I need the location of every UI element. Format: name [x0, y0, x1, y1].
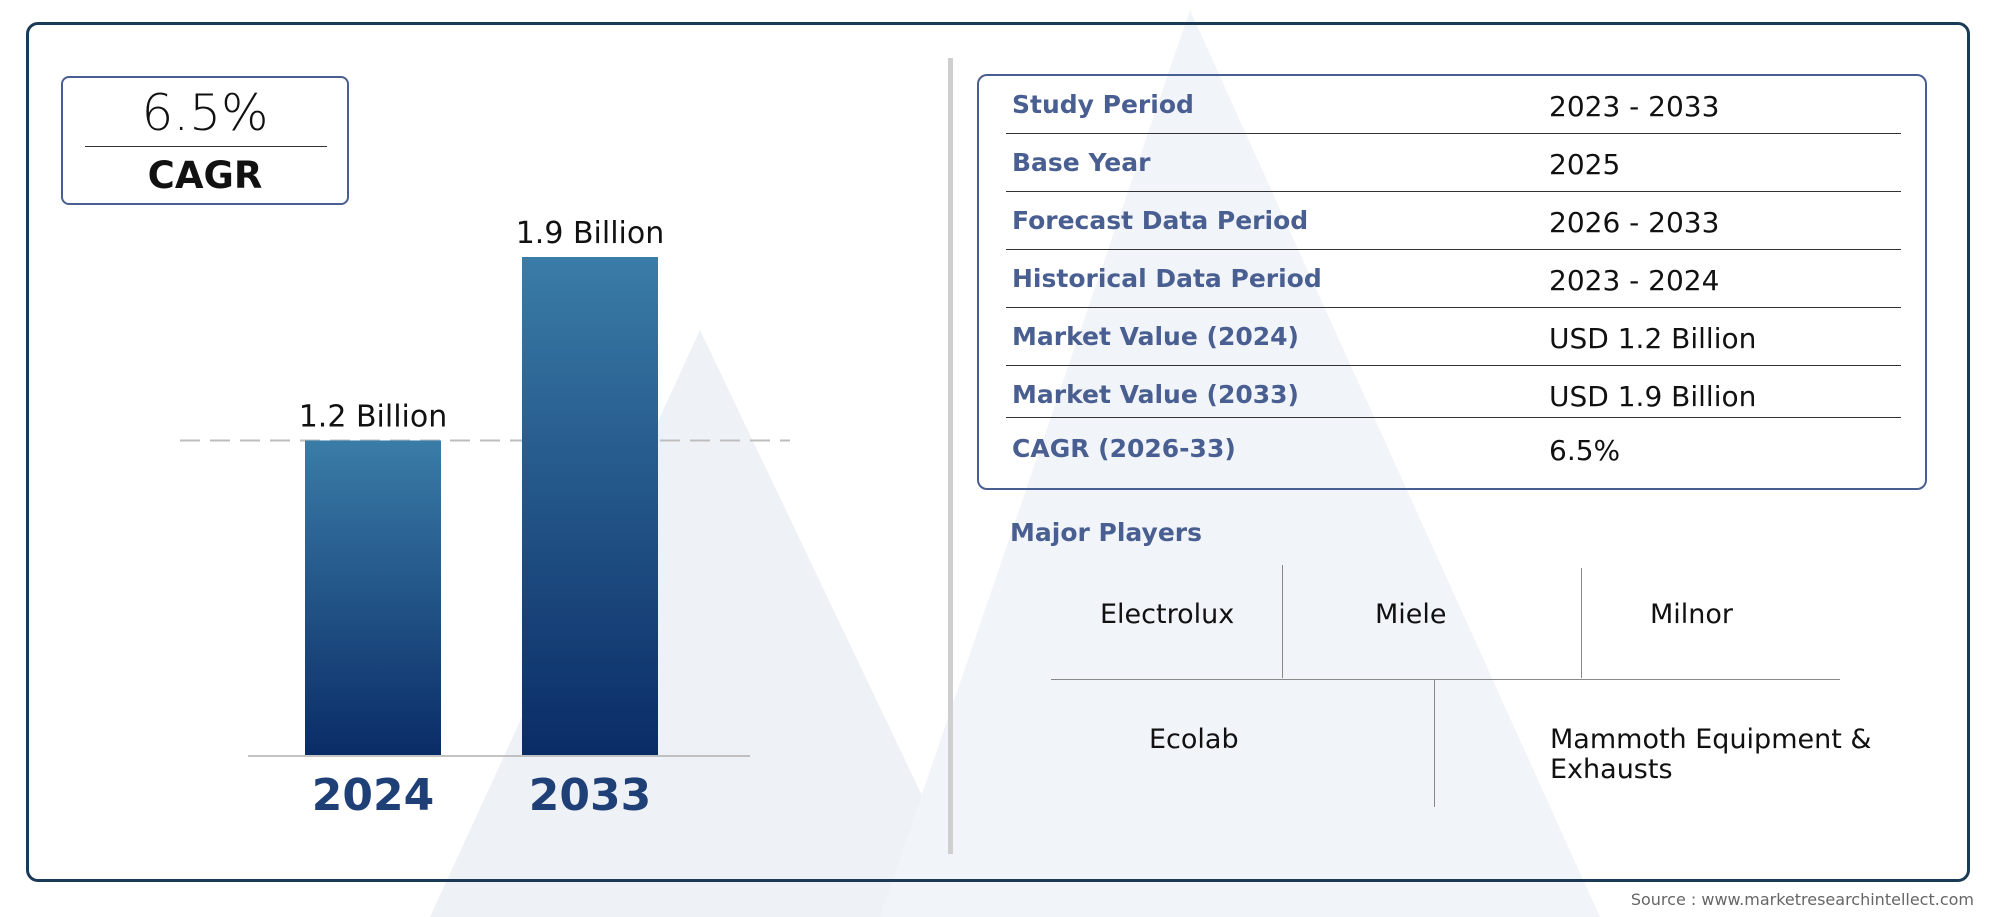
row-rule — [1006, 307, 1901, 308]
cagr-value: 6.5% — [141, 84, 269, 142]
summary-row-market-value-2024: Market Value (2024) USD 1.2 Billion — [1006, 308, 1901, 366]
summary-value: 2023 - 2024 — [1549, 264, 1720, 297]
category-label: 2033 — [529, 770, 651, 821]
summary-label: Market Value (2024) — [1012, 322, 1299, 351]
summary-row-base-year: Base Year 2025 — [1006, 134, 1901, 192]
bar-2024 — [305, 440, 441, 755]
player-name: Electrolux — [1100, 599, 1235, 630]
row-rule — [1006, 249, 1901, 250]
main-frame — [26, 22, 1970, 882]
row-rule — [1006, 365, 1901, 366]
summary-value: 2025 — [1549, 148, 1621, 181]
summary-value: 6.5% — [1549, 434, 1621, 467]
source-note: Source : www.marketresearchintellect.com — [1630, 890, 1974, 909]
major-players-title: Major Players — [1010, 518, 1202, 547]
player-name: Ecolab — [1149, 724, 1239, 755]
summary-label: Base Year — [1012, 148, 1151, 177]
player-name: Mammoth Equipment & — [1550, 724, 1872, 755]
cagr-card: 6.5% CAGR — [61, 76, 349, 205]
section-divider — [948, 58, 953, 854]
player-name: Exhausts — [1550, 754, 1673, 785]
bar-value-label: 1.2 Billion — [299, 399, 448, 434]
summary-value: 2026 - 2033 — [1549, 206, 1720, 239]
bar-chart: 1.2 Billion 2024 1.9 Billion 2033 — [180, 216, 790, 821]
players-divider — [1051, 679, 1840, 680]
summary-row-market-value-2033: Market Value (2033) USD 1.9 Billion — [1006, 366, 1901, 418]
player-name: Miele — [1375, 599, 1447, 630]
row-rule — [1006, 191, 1901, 192]
summary-row-forecast-period: Forecast Data Period 2026 - 2033 — [1006, 192, 1901, 250]
summary-value: USD 1.2 Billion — [1549, 322, 1757, 355]
category-label: 2024 — [312, 770, 434, 821]
players-divider — [1434, 680, 1435, 807]
summary-value: 2023 - 2033 — [1549, 90, 1720, 123]
players-divider — [1282, 565, 1283, 678]
player-name: Milnor — [1650, 599, 1734, 630]
summary-value: USD 1.9 Billion — [1549, 380, 1757, 413]
row-rule — [1006, 417, 1901, 418]
cagr-label: CAGR — [147, 154, 263, 197]
players-divider — [1581, 568, 1582, 678]
bar-2033 — [522, 257, 658, 755]
summary-label: Study Period — [1012, 90, 1194, 119]
summary-label: Forecast Data Period — [1012, 206, 1309, 235]
summary-row-historical-period: Historical Data Period 2023 - 2024 — [1006, 250, 1901, 308]
summary-table: Study Period 2023 - 2033 Base Year 2025 … — [977, 74, 1927, 490]
bar-value-label: 1.9 Billion — [516, 216, 665, 251]
row-rule — [1006, 133, 1901, 134]
summary-label: CAGR (2026-33) — [1012, 434, 1236, 463]
cagr-divider — [85, 146, 327, 147]
summary-row-study-period: Study Period 2023 - 2033 — [1006, 76, 1901, 134]
summary-label: Market Value (2033) — [1012, 380, 1299, 409]
summary-row-cagr: CAGR (2026-33) 6.5% — [1006, 420, 1901, 478]
summary-label: Historical Data Period — [1012, 264, 1322, 293]
